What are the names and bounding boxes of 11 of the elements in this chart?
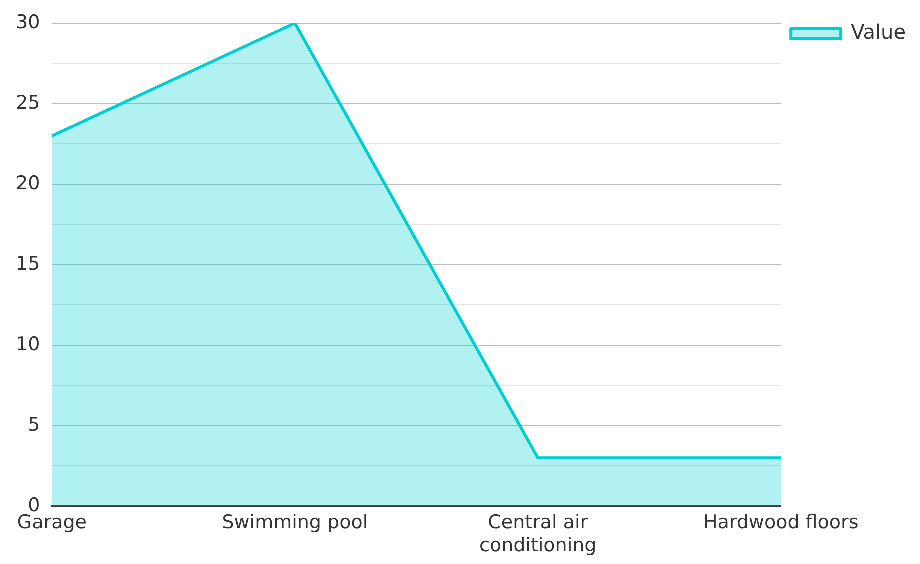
legend-label: Value xyxy=(851,20,906,44)
y-tick-label: 30 xyxy=(16,11,40,34)
y-tick-label: 10 xyxy=(16,333,40,356)
x-tick-label: Garage xyxy=(17,512,87,534)
x-tick-label: Swimming pool xyxy=(222,512,368,534)
x-tick-label: Hardwood floors xyxy=(703,512,859,534)
x-tick-label: Central air conditioning xyxy=(479,512,597,557)
y-tick-label: 25 xyxy=(16,92,40,114)
y-tick-label: 5 xyxy=(28,414,40,436)
y-tick-label: 20 xyxy=(16,172,40,194)
y-tick-label: 15 xyxy=(16,252,40,275)
